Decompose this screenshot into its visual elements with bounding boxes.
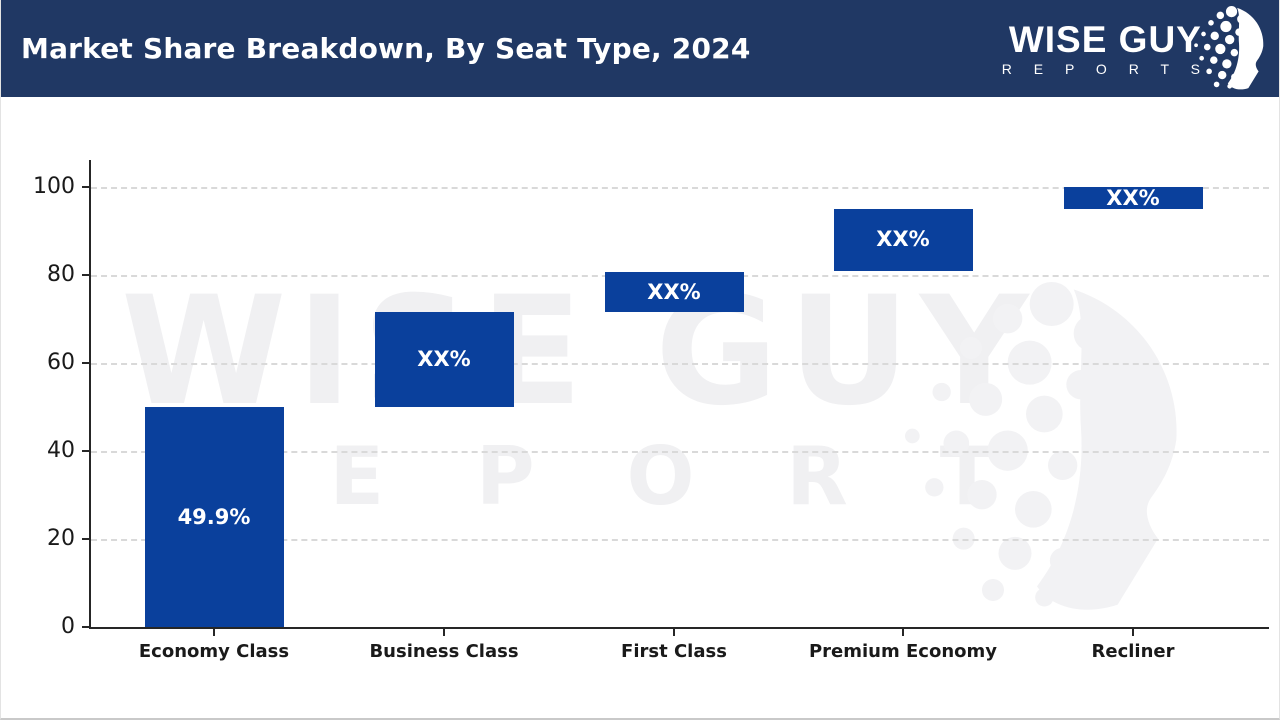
y-tick-mark <box>82 626 89 628</box>
bar-recliner: XX% <box>1063 185 1203 210</box>
plot-region: 0 20 40 60 80 100 49.9% XX% XX% XX% XX% Economy Cla… <box>33 160 1269 662</box>
x-tick-mark <box>443 629 445 636</box>
y-tick-label-0: 0 <box>61 614 75 639</box>
x-tick-mark <box>213 629 215 636</box>
y-tick-label-80: 80 <box>47 262 75 287</box>
x-tick-mark <box>673 629 675 636</box>
bar-premium-economy: XX% <box>833 209 973 271</box>
gridline-y-100 <box>91 187 1269 189</box>
bar-value-label-economy-class: 49.9% <box>177 504 251 529</box>
chart-area: WISE GUY R E P O R T S 0 20 40 60 80 100 49.9%… <box>1 97 1279 718</box>
bar-value-label-first-class: XX% <box>647 279 701 304</box>
brand-logo: WISE GUY R E P O R T S <box>1002 5 1267 92</box>
logo-reports-text: R E P O R T S <box>1001 61 1209 77</box>
y-tick-mark <box>82 450 89 452</box>
x-tick-label-economy-class: Economy Class <box>138 641 290 662</box>
logo-wiseguy-text: WISE GUY <box>1008 19 1202 60</box>
bar-first-class: XX% <box>604 272 744 313</box>
header-bar: Market Share Breakdown, By Seat Type, 20… <box>1 0 1279 97</box>
y-tick-label-20: 20 <box>47 526 75 551</box>
x-tick-label-first-class: First Class <box>621 641 727 662</box>
gridline-y-20 <box>91 539 1269 541</box>
x-tick-label-recliner: Recliner <box>1091 641 1175 662</box>
gridline-y-60 <box>91 363 1269 365</box>
bar-economy-class: 49.9% <box>144 407 284 627</box>
bar-value-label-premium-economy: XX% <box>876 227 930 252</box>
page-title: Market Share Breakdown, By Seat Type, 20… <box>21 32 751 65</box>
x-tick-label-business-class: Business Class <box>369 641 519 662</box>
y-tick-label-40: 40 <box>47 438 75 463</box>
x-tick-mark <box>1132 629 1134 636</box>
watermark-face-icon <box>905 282 1177 610</box>
y-tick-mark <box>82 274 89 276</box>
logo-face-icon <box>1194 5 1264 89</box>
bar-value-label-recliner: XX% <box>1106 185 1160 210</box>
y-tick-label-60: 60 <box>47 350 75 375</box>
gridline-y-40 <box>91 451 1269 453</box>
brand-logo-text: WISE GUY R E P O R T S <box>1002 21 1209 76</box>
x-tick-label-premium-economy: Premium Economy <box>808 641 998 662</box>
y-tick-mark <box>82 186 89 188</box>
y-tick-mark <box>82 538 89 540</box>
x-tick-mark <box>902 629 904 636</box>
watermark-wiseguy-text: WISE GUY <box>121 265 1039 439</box>
y-tick-mark <box>82 362 89 364</box>
bar-value-label-business-class: XX% <box>417 347 471 372</box>
y-tick-label-100: 100 <box>33 174 75 199</box>
bar-business-class: XX% <box>374 312 514 407</box>
